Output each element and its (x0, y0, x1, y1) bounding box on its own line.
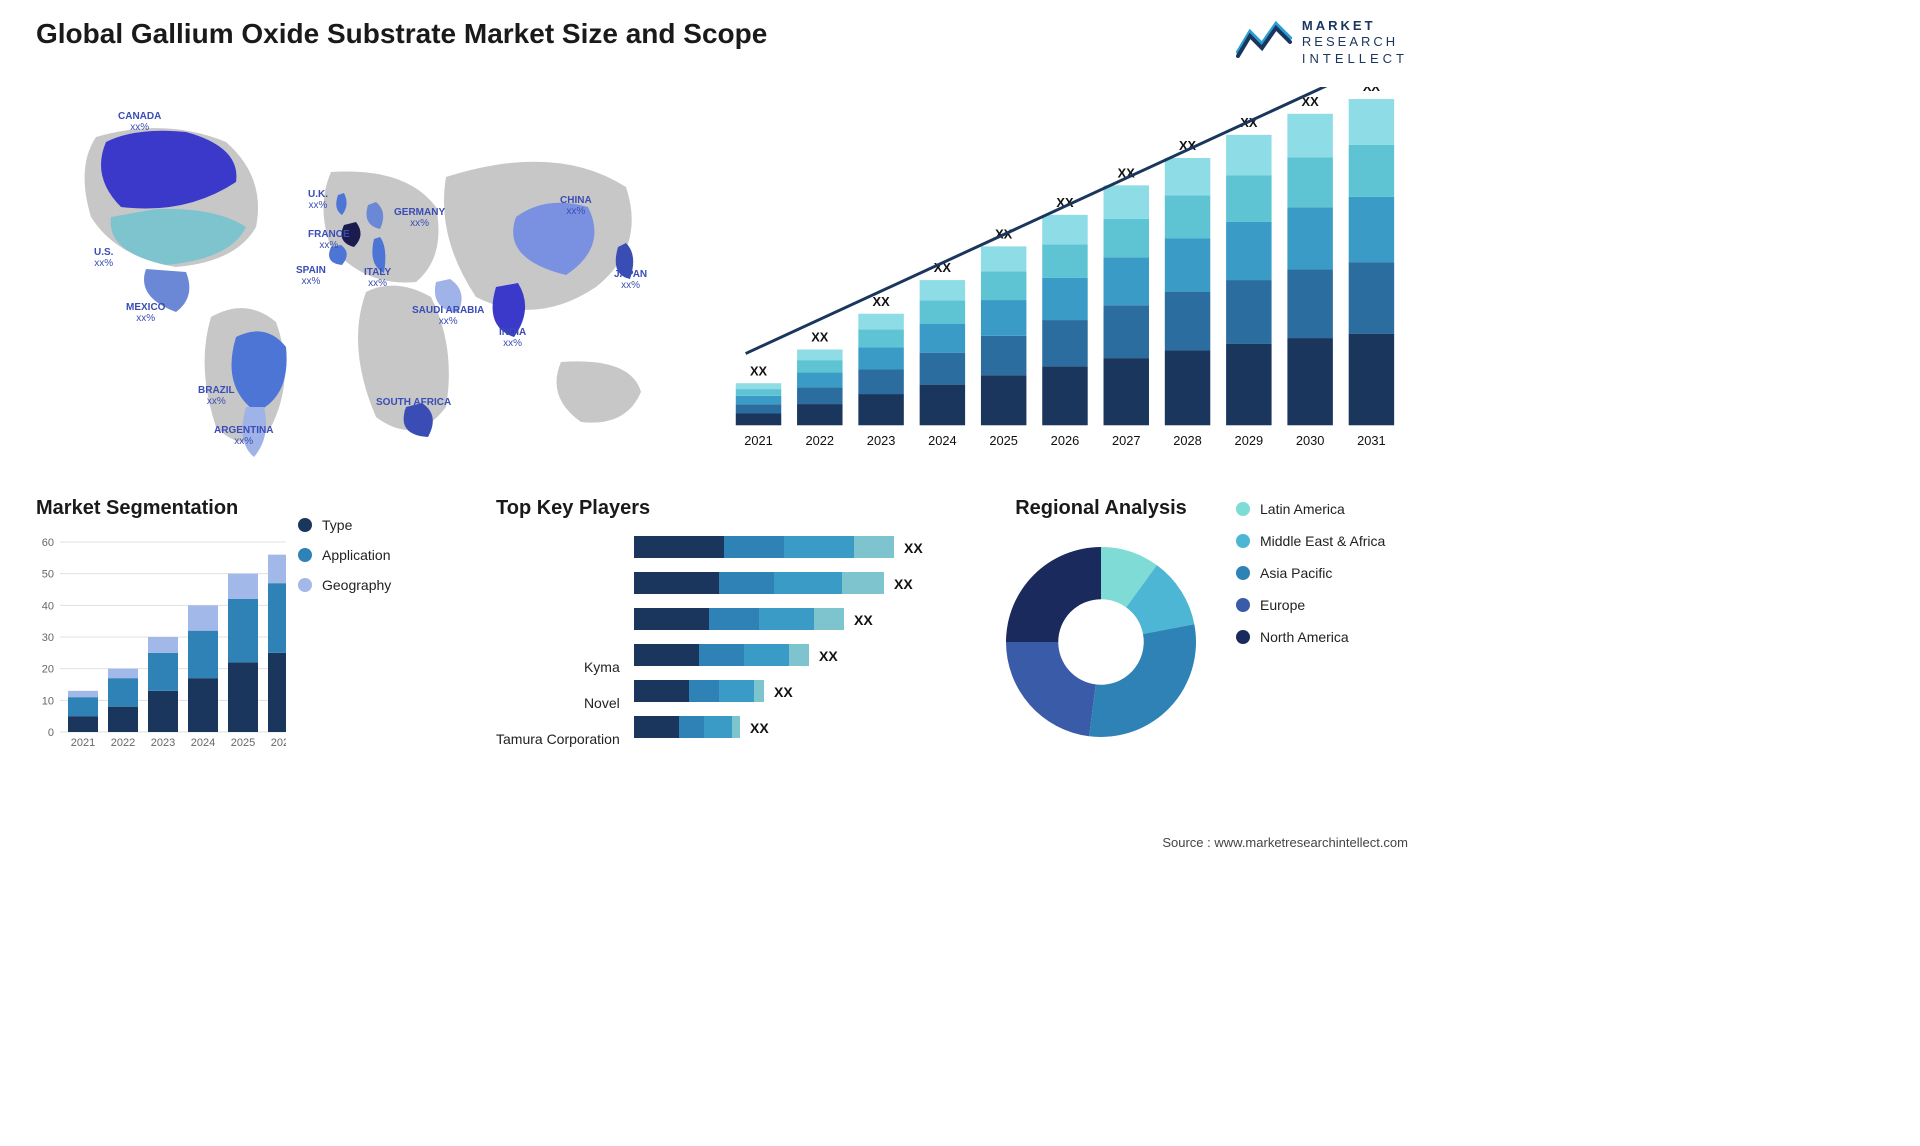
svg-text:2029: 2029 (1235, 433, 1264, 448)
source-attribution: Source : www.marketresearchintellect.com (1162, 835, 1408, 850)
svg-text:60: 60 (42, 537, 54, 549)
svg-text:2022: 2022 (111, 737, 135, 749)
svg-text:XX: XX (811, 329, 829, 344)
svg-text:2031: 2031 (1357, 433, 1386, 448)
segmentation-title: Market Segmentation (36, 497, 286, 520)
seg-legend-application: Application (298, 547, 391, 563)
players-chart: XX XX XX XX XX XX (634, 532, 934, 752)
map-label-canada: CANADAxx% (118, 111, 161, 133)
svg-text:XX: XX (873, 294, 891, 309)
svg-text:2026: 2026 (271, 737, 286, 749)
region-legend-middle-east-africa: Middle East & Africa (1236, 533, 1385, 549)
svg-text:XX: XX (750, 720, 769, 736)
segmentation-chart: 0 10 20 30 40 50 60 2021 2022 2023 2024 2025 2026 (36, 532, 286, 762)
svg-text:XX: XX (750, 363, 768, 378)
seg-legend-type: Type (298, 517, 391, 533)
svg-text:2030: 2030 (1296, 433, 1325, 448)
map-label-argentina: ARGENTINAxx% (214, 425, 273, 447)
svg-text:2028: 2028 (1173, 433, 1202, 448)
seg-legend-geography: Geography (298, 577, 391, 593)
map-label-japan: JAPANxx% (614, 269, 647, 291)
segmentation-legend: Type Application Geography (298, 497, 391, 767)
player-label-3: Kyma (584, 656, 620, 678)
map-label-france: FRANCExx% (308, 229, 350, 251)
world-map (36, 87, 676, 467)
svg-text:2021: 2021 (744, 433, 773, 448)
svg-text:40: 40 (42, 600, 54, 612)
players-labels: Kyma Novel Tamura Corporation (496, 532, 620, 752)
logo-text-1: MARKET (1302, 18, 1408, 34)
players-title: Top Key Players (496, 497, 956, 520)
svg-text:30: 30 (42, 632, 54, 644)
svg-text:XX: XX (854, 612, 873, 628)
map-label-u-s-: U.S.xx% (94, 247, 113, 269)
map-label-u-k-: U.K.xx% (308, 189, 328, 211)
map-label-spain: SPAINxx% (296, 265, 326, 287)
map-label-italy: ITALYxx% (364, 267, 391, 289)
growth-chart: XX2021XX2022XX2023XX2024XX2025XX2026XX20… (716, 87, 1408, 467)
regional-panel: Regional Analysis Latin America Middle Ea… (986, 497, 1408, 767)
svg-text:2024: 2024 (191, 737, 215, 749)
svg-text:2023: 2023 (867, 433, 896, 448)
svg-text:2021: 2021 (71, 737, 95, 749)
svg-text:XX: XX (1363, 87, 1381, 94)
regional-donut (986, 532, 1216, 752)
svg-text:50: 50 (42, 568, 54, 580)
players-panel: Top Key Players Kyma Novel Tamura Corporat… (496, 497, 956, 767)
svg-text:2023: 2023 (151, 737, 175, 749)
svg-text:2025: 2025 (989, 433, 1018, 448)
svg-text:2025: 2025 (231, 737, 255, 749)
svg-text:20: 20 (42, 663, 54, 675)
world-map-panel: CANADAxx% U.S.xx% MEXICOxx% BRAZILxx% ARGENT… (36, 87, 676, 467)
map-label-china: CHINAxx% (560, 195, 592, 217)
svg-text:XX: XX (774, 684, 793, 700)
svg-text:XX: XX (904, 540, 923, 556)
player-label-4: Novel (584, 692, 620, 714)
logo-mark-icon (1236, 18, 1292, 58)
svg-text:2026: 2026 (1051, 433, 1080, 448)
map-label-india: INDIAxx% (499, 327, 526, 349)
logo-text-3: INTELLECT (1302, 51, 1408, 67)
region-legend-latin-america: Latin America (1236, 501, 1385, 517)
svg-text:XX: XX (819, 648, 838, 664)
svg-text:10: 10 (42, 695, 54, 707)
region-legend-asia-pacific: Asia Pacific (1236, 565, 1385, 581)
svg-text:2024: 2024 (928, 433, 957, 448)
svg-text:2022: 2022 (806, 433, 835, 448)
segmentation-panel: Market Segmentation 0 10 20 30 40 50 60 2021 202… (36, 497, 466, 767)
player-label-5: Tamura Corporation (496, 728, 620, 750)
logo-text-2: RESEARCH (1302, 34, 1408, 50)
map-label-saudi-arabia: SAUDI ARABIAxx% (412, 305, 484, 327)
svg-text:XX: XX (894, 576, 913, 592)
svg-text:0: 0 (48, 727, 54, 739)
map-label-brazil: BRAZILxx% (198, 385, 235, 407)
page-title: Global Gallium Oxide Substrate Market Si… (36, 18, 767, 50)
growth-chart-panel: XX2021XX2022XX2023XX2024XX2025XX2026XX20… (716, 87, 1408, 467)
svg-text:2027: 2027 (1112, 433, 1141, 448)
regional-legend: Latin America Middle East & Africa Asia Pa… (1236, 497, 1385, 767)
region-legend-north-america: North America (1236, 629, 1385, 645)
map-label-mexico: MEXICOxx% (126, 302, 165, 324)
map-label-germany: GERMANYxx% (394, 207, 445, 229)
regional-title: Regional Analysis (986, 497, 1216, 520)
map-label-south-africa: SOUTH AFRICAxx% (376, 397, 451, 419)
region-legend-europe: Europe (1236, 597, 1385, 613)
brand-logo: MARKET RESEARCH INTELLECT (1236, 18, 1408, 67)
